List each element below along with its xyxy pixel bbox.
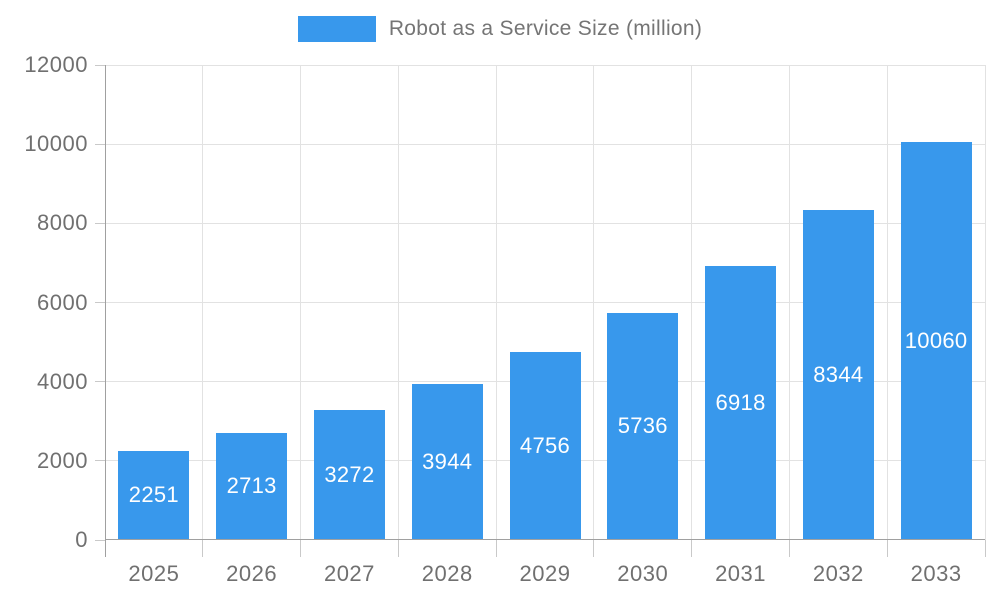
bar-value-label: 6918 xyxy=(715,390,766,416)
bar-value-label: 2251 xyxy=(128,482,179,508)
bar[interactable]: 6918 xyxy=(705,266,777,540)
y-axis-tick xyxy=(95,222,105,224)
bar-value-label: 10060 xyxy=(904,327,968,353)
x-axis-tick xyxy=(495,540,497,557)
bar-value-label: 5736 xyxy=(617,413,668,439)
bar[interactable]: 10060 xyxy=(900,141,972,540)
bar[interactable]: 3272 xyxy=(313,410,385,540)
y-axis-label: 4000 xyxy=(37,368,88,394)
x-axis-label: 2028 xyxy=(421,561,473,586)
y-axis-tick xyxy=(95,460,105,462)
x-axis-label: 2029 xyxy=(519,561,571,586)
bar-value-label: 3272 xyxy=(324,462,375,488)
bar[interactable]: 2251 xyxy=(118,450,190,540)
y-axis-tick xyxy=(95,381,105,383)
bar[interactable]: 5736 xyxy=(607,312,679,540)
bar[interactable]: 2713 xyxy=(216,432,288,540)
gridline-vertical xyxy=(202,65,204,540)
y-axis-line xyxy=(105,65,106,557)
x-axis-label: 2032 xyxy=(812,561,864,586)
plot-area: 2251 2025 2713 2026 3272 2027 3944 2028 4756 2029… xyxy=(105,64,986,586)
x-axis-label: 2031 xyxy=(715,561,767,586)
y-axis-label: 0 xyxy=(75,527,88,552)
x-axis-label: 2027 xyxy=(323,561,375,586)
x-axis-tick xyxy=(691,540,693,557)
x-axis-label: 2030 xyxy=(617,561,669,586)
bar[interactable]: 3944 xyxy=(411,383,483,540)
gridline-vertical xyxy=(984,65,986,540)
gridline-vertical xyxy=(886,65,888,540)
y-axis-tick xyxy=(95,143,105,145)
y-axis-label: 10000 xyxy=(24,131,88,157)
bar[interactable]: 8344 xyxy=(802,209,874,540)
y-axis-label: 2000 xyxy=(37,447,88,473)
legend-swatch-icon xyxy=(297,16,376,42)
gridline-horizontal xyxy=(105,143,985,145)
x-axis-tick xyxy=(397,540,399,557)
y-axis-label: 8000 xyxy=(37,210,88,236)
gridline-vertical xyxy=(788,65,790,540)
gridline-vertical xyxy=(593,65,595,540)
y-axis-label: 6000 xyxy=(37,289,88,315)
gridline-horizontal xyxy=(105,64,985,66)
y-axis-tick xyxy=(95,539,105,541)
x-axis-tick xyxy=(788,540,790,557)
chart-legend[interactable]: Robot as a Service Size (million) xyxy=(0,16,1000,42)
legend-label: Robot as a Service Size (million) xyxy=(388,17,703,40)
bar[interactable]: 4756 xyxy=(509,351,581,540)
bar-value-label: 3944 xyxy=(422,448,473,474)
gridline-horizontal xyxy=(105,302,985,303)
x-axis-line xyxy=(105,539,985,540)
x-axis-tick xyxy=(202,540,204,557)
y-axis-tick xyxy=(95,64,105,66)
x-axis-tick xyxy=(886,540,888,557)
x-axis-label: 2026 xyxy=(226,561,278,586)
gridline-horizontal xyxy=(105,222,985,224)
x-axis-tick xyxy=(593,540,595,557)
x-axis-tick xyxy=(984,540,986,557)
y-axis-tick xyxy=(95,302,105,303)
x-axis-label: 2033 xyxy=(910,561,962,586)
x-axis-tick xyxy=(300,540,302,557)
y-axis-label: 12000 xyxy=(24,52,88,77)
bar-value-label: 2713 xyxy=(226,473,277,499)
gridline-vertical xyxy=(300,65,302,540)
gridline-vertical xyxy=(691,65,693,540)
bar-value-label: 4756 xyxy=(519,432,571,458)
bar-value-label: 8344 xyxy=(813,361,864,387)
x-axis-label: 2025 xyxy=(128,561,180,586)
gridline-vertical xyxy=(495,65,497,540)
gridline-vertical xyxy=(397,65,399,540)
